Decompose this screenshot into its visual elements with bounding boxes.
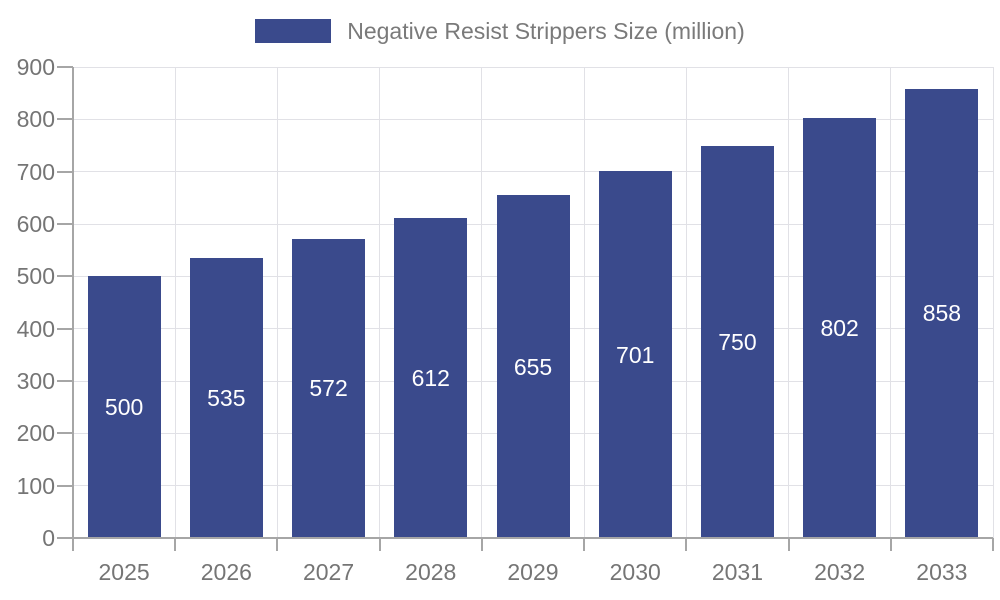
horizontal-gridline [73, 66, 993, 68]
y-tick-label: 300 [16, 368, 55, 394]
bar-value-label: 858 [922, 300, 962, 327]
vertical-gridline [276, 67, 278, 538]
bar-2027 [292, 238, 366, 537]
y-axis-tick [57, 223, 73, 225]
y-tick-label: 900 [16, 54, 55, 80]
x-axis-tick [583, 538, 586, 551]
bar-value-label: 572 [309, 375, 348, 402]
y-tick-label: 700 [16, 158, 55, 185]
vertical-gridline [481, 67, 483, 538]
legend-label: Negative Resist Strippers Size (million) [347, 18, 745, 44]
y-tick-label: 200 [16, 420, 55, 447]
x-tick-label: 2030 [609, 559, 661, 585]
y-tick-label: 0 [42, 525, 55, 551]
bar-2030 [598, 171, 672, 537]
y-tick-label: 800 [16, 106, 55, 133]
horizontal-gridline [73, 118, 993, 120]
y-axis-tick [57, 275, 73, 278]
bar-value-label: 655 [513, 353, 553, 380]
bar-value-label: 535 [207, 385, 246, 411]
x-axis-tick [174, 538, 177, 551]
bar-2032 [803, 118, 877, 537]
y-axis-tick [57, 170, 73, 173]
y-tick-label: 100 [16, 472, 55, 499]
vertical-gridline [583, 67, 585, 538]
x-tick-label: 2029 [507, 559, 559, 585]
y-axis-tick [57, 432, 73, 435]
x-axis-tick [787, 538, 790, 551]
vertical-gridline [992, 67, 994, 538]
bar-2029 [496, 195, 570, 537]
y-axis-line [72, 67, 74, 540]
bar-value-label: 802 [820, 315, 859, 342]
bar-2028 [394, 217, 468, 537]
vertical-gridline [174, 67, 176, 538]
x-axis-tick [992, 538, 994, 551]
bar-2026 [189, 258, 263, 537]
y-tick-label: 400 [16, 315, 55, 342]
x-tick-label: 2033 [916, 559, 968, 585]
x-tick-label: 2031 [711, 559, 764, 585]
horizontal-gridline [73, 171, 993, 173]
x-axis-line [72, 537, 993, 539]
y-axis-tick [57, 537, 73, 539]
legend-swatch [255, 19, 332, 43]
x-tick-label: 2027 [302, 559, 355, 585]
x-axis-tick [685, 538, 688, 551]
bar-2025 [87, 276, 161, 537]
x-tick-label: 2028 [405, 559, 457, 585]
x-tick-label: 2026 [200, 559, 252, 585]
bar-value-label: 701 [616, 341, 655, 368]
y-axis-tick [57, 380, 73, 382]
y-axis-tick [57, 118, 73, 121]
x-tick-label: 2025 [98, 559, 150, 585]
y-axis-tick [57, 484, 73, 487]
x-axis-tick [378, 538, 381, 551]
chart-legend: Negative Resist Strippers Size (million) [0, 18, 1000, 44]
x-axis-tick [889, 538, 892, 551]
x-axis-tick [72, 538, 74, 551]
bar-2031 [700, 145, 774, 537]
vertical-gridline [788, 67, 790, 538]
y-tick-label: 600 [16, 211, 55, 237]
y-axis-tick [57, 66, 73, 68]
x-axis-tick [276, 538, 279, 551]
vertical-gridline [890, 67, 892, 538]
y-axis-tick [57, 327, 73, 330]
vertical-gridline [379, 67, 381, 538]
bar-value-label: 500 [104, 394, 144, 421]
bar-value-label: 750 [718, 328, 757, 355]
x-tick-label: 2032 [814, 559, 866, 585]
vertical-gridline [685, 67, 687, 538]
bar-value-label: 612 [411, 364, 450, 391]
x-axis-tick [480, 538, 483, 551]
y-tick-label: 500 [16, 263, 55, 290]
bar-2033 [905, 88, 979, 537]
